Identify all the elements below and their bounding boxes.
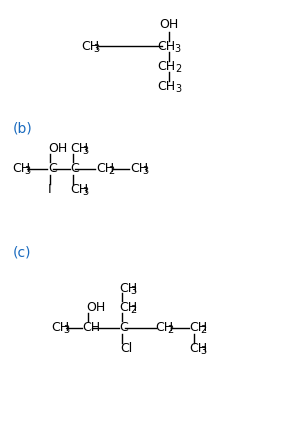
Text: 3: 3 — [24, 166, 30, 176]
Text: CH: CH — [82, 321, 100, 334]
Text: CH: CH — [119, 301, 137, 314]
Text: CH: CH — [189, 342, 207, 355]
Text: CH: CH — [130, 162, 148, 175]
Text: CH: CH — [70, 142, 89, 155]
Text: 3: 3 — [63, 325, 69, 335]
Text: C: C — [119, 321, 128, 334]
Text: CH: CH — [96, 162, 114, 175]
Text: 3: 3 — [131, 286, 137, 296]
Text: 3: 3 — [142, 166, 148, 176]
Text: C: C — [48, 162, 57, 175]
Text: 2: 2 — [131, 305, 137, 315]
Text: Cl: Cl — [120, 342, 132, 355]
Text: CH: CH — [155, 321, 174, 334]
Text: CH: CH — [52, 321, 70, 334]
Text: (c): (c) — [13, 245, 31, 259]
Text: 3: 3 — [175, 44, 181, 53]
Text: C: C — [70, 162, 80, 175]
Text: 3: 3 — [82, 146, 89, 156]
Text: CH: CH — [157, 80, 175, 93]
Text: OH: OH — [48, 142, 68, 155]
Text: 2: 2 — [108, 166, 114, 176]
Text: CH: CH — [119, 282, 137, 295]
Text: 2: 2 — [175, 64, 181, 74]
Text: CH: CH — [81, 40, 99, 53]
Text: 2: 2 — [167, 325, 173, 335]
Text: 2: 2 — [201, 325, 207, 335]
Text: OH: OH — [159, 18, 179, 31]
Text: CH: CH — [70, 183, 89, 196]
Text: OH: OH — [86, 301, 105, 314]
Text: CH: CH — [157, 40, 175, 53]
Text: 3: 3 — [93, 44, 99, 53]
Text: 3: 3 — [201, 346, 207, 356]
Text: CH: CH — [189, 321, 207, 334]
Text: 3: 3 — [82, 187, 89, 197]
Text: 3: 3 — [175, 84, 181, 94]
Text: CH: CH — [13, 162, 31, 175]
Text: (b): (b) — [13, 122, 32, 136]
Text: CH: CH — [157, 60, 175, 73]
Text: I: I — [48, 183, 51, 196]
